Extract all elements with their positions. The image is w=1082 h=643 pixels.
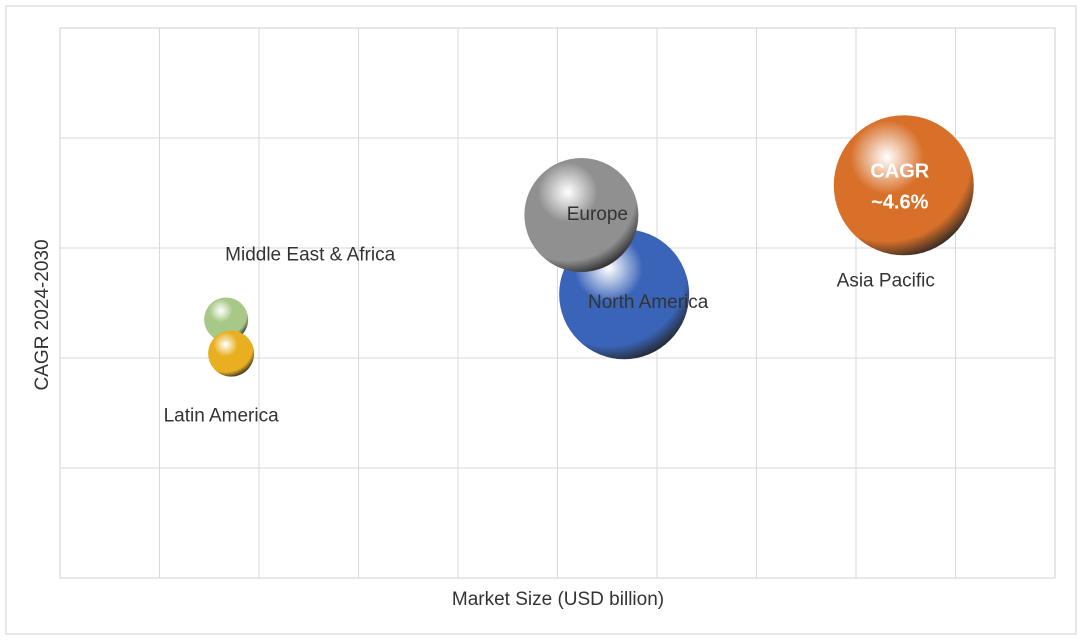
x-axis-title: Market Size (USD billion): [452, 589, 664, 610]
bubble-label: Middle East & Africa: [225, 245, 395, 266]
chart-frame: [5, 5, 1077, 635]
bubble-label: Latin America: [164, 406, 280, 427]
bubble: [208, 330, 255, 377]
y-axis-title: CAGR 2024-2030: [32, 239, 53, 390]
bubble: [524, 158, 639, 272]
annotation: CAGR: [870, 161, 929, 183]
bubble: [833, 115, 974, 256]
bubble: [204, 297, 249, 342]
bubble-label: North America: [588, 292, 709, 313]
bubble-label: Europe: [567, 204, 628, 225]
bubble-label: Asia Pacific: [837, 270, 935, 291]
annotation: ~4.6%: [871, 192, 928, 214]
